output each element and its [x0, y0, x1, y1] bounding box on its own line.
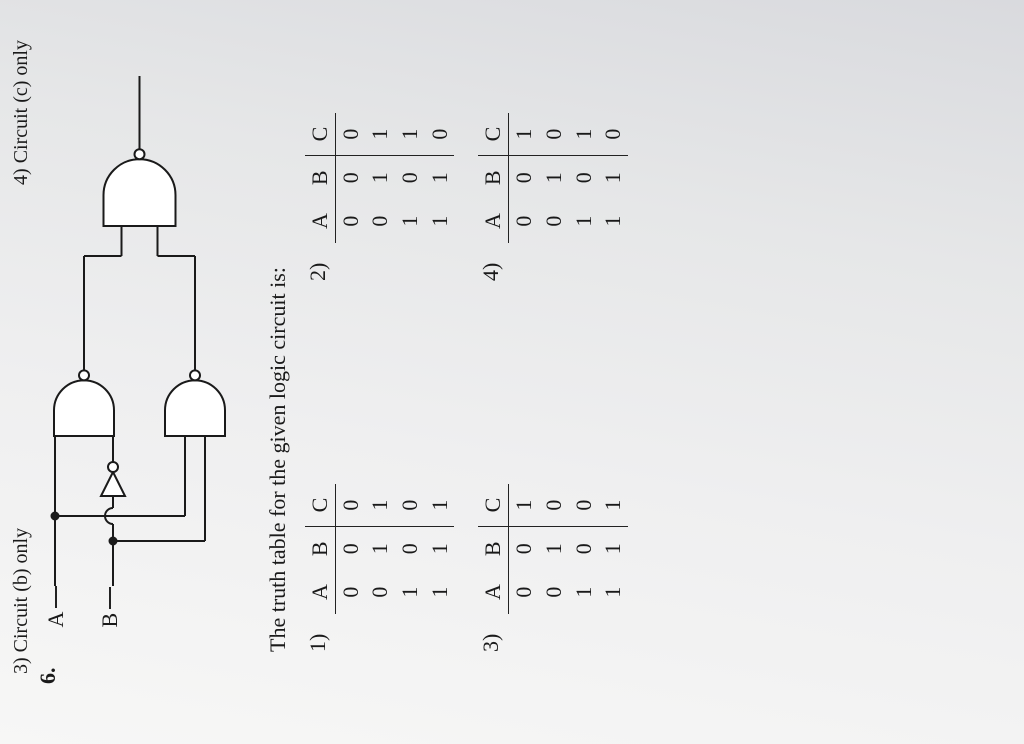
cell: 0 — [509, 199, 539, 243]
table-row: 101 — [569, 113, 599, 243]
cell: 1 — [598, 199, 628, 243]
input-labels: A B — [43, 586, 123, 628]
cell: 1 — [569, 199, 599, 243]
table-row: 110 — [598, 113, 628, 243]
table-row: 101 — [395, 113, 425, 243]
col-header: C — [478, 113, 508, 156]
cell: 0 — [395, 484, 425, 527]
cell: 1 — [598, 527, 628, 570]
col-header: A — [305, 570, 335, 614]
option-4: 4)ABC001010101110 — [478, 30, 627, 281]
cell: 0 — [335, 527, 365, 570]
cell: 1 — [509, 484, 539, 527]
cell: 0 — [569, 484, 599, 527]
col-header: C — [305, 113, 335, 156]
cell: 0 — [569, 527, 599, 570]
cell: 0 — [335, 156, 365, 199]
cell: 1 — [598, 570, 628, 614]
cell: 0 — [509, 156, 539, 199]
table-row: 011 — [365, 484, 395, 614]
table-row: 100 — [395, 484, 425, 614]
cell: 1 — [365, 527, 395, 570]
logic-circuit-diagram — [35, 66, 255, 586]
option-label: 2) — [305, 253, 331, 281]
option-1: 1)ABC000011100111 — [305, 401, 454, 652]
cell: 1 — [395, 199, 425, 243]
truth-table: ABC000011100111 — [305, 484, 454, 614]
prev-opt-3: 3) Circuit (b) only — [10, 528, 33, 674]
cell: 0 — [365, 570, 395, 614]
cell: 0 — [509, 527, 539, 570]
cell: 1 — [509, 113, 539, 156]
cell: 1 — [425, 199, 455, 243]
cell: 0 — [335, 570, 365, 614]
cell: 0 — [335, 113, 365, 156]
col-header: A — [478, 199, 508, 243]
option-label: 4) — [478, 253, 504, 281]
table-row: 010 — [539, 113, 569, 243]
cell: 0 — [395, 527, 425, 570]
table-row: 011 — [365, 113, 395, 243]
option-3: 3)ABC001010100111 — [478, 401, 627, 652]
input-a-label: A — [43, 612, 69, 628]
cell: 1 — [569, 113, 599, 156]
col-header: B — [305, 527, 335, 570]
table-row: 001 — [509, 484, 539, 614]
cell: 0 — [539, 199, 569, 243]
cell: 1 — [598, 484, 628, 527]
option-label: 1) — [305, 624, 331, 652]
col-header: B — [478, 527, 508, 570]
cell: 0 — [539, 113, 569, 156]
cell: 1 — [569, 570, 599, 614]
table-row: 111 — [598, 484, 628, 614]
col-header: C — [478, 484, 508, 527]
cell: 0 — [335, 484, 365, 527]
question-number: 6. — [35, 668, 61, 685]
cell: 0 — [539, 484, 569, 527]
cell: 1 — [598, 156, 628, 199]
cell: 1 — [425, 570, 455, 614]
cell: 1 — [425, 156, 455, 199]
table-row: 110 — [425, 113, 455, 243]
input-b-label: B — [97, 613, 123, 628]
col-header: A — [305, 199, 335, 243]
cell: 0 — [539, 570, 569, 614]
cell: 0 — [509, 570, 539, 614]
col-header: C — [305, 484, 335, 527]
cell: 0 — [425, 113, 455, 156]
cell: 1 — [365, 113, 395, 156]
cell: 0 — [335, 199, 365, 243]
cell: 1 — [365, 156, 395, 199]
cell: 0 — [395, 156, 425, 199]
table-row: 010 — [539, 484, 569, 614]
cell: 1 — [365, 484, 395, 527]
cell: 1 — [539, 527, 569, 570]
col-header: B — [478, 156, 508, 199]
cell: 0 — [365, 199, 395, 243]
table-row: 000 — [335, 113, 365, 243]
cell: 1 — [539, 156, 569, 199]
truth-table: ABC001010100111 — [478, 484, 627, 614]
cell: 0 — [598, 113, 628, 156]
cell: 1 — [395, 113, 425, 156]
option-label: 3) — [478, 624, 504, 652]
table-row: 100 — [569, 484, 599, 614]
cell: 1 — [425, 527, 455, 570]
truth-table: ABC000011101110 — [305, 113, 454, 243]
col-header: A — [478, 570, 508, 614]
question-prompt: The truth table for the given logic circ… — [265, 30, 291, 652]
prev-opt-4: 4) Circuit (c) only — [10, 40, 33, 185]
table-row: 111 — [425, 484, 455, 614]
cell: 0 — [569, 156, 599, 199]
table-row: 001 — [509, 113, 539, 243]
options-grid: 1)ABC0000111001112)ABC0000111011103)ABC0… — [305, 30, 628, 652]
truth-table: ABC001010101110 — [478, 113, 627, 243]
option-2: 2)ABC000011101110 — [305, 30, 454, 281]
table-row: 000 — [335, 484, 365, 614]
cell: 1 — [395, 570, 425, 614]
col-header: B — [305, 156, 335, 199]
cell: 1 — [425, 484, 455, 527]
